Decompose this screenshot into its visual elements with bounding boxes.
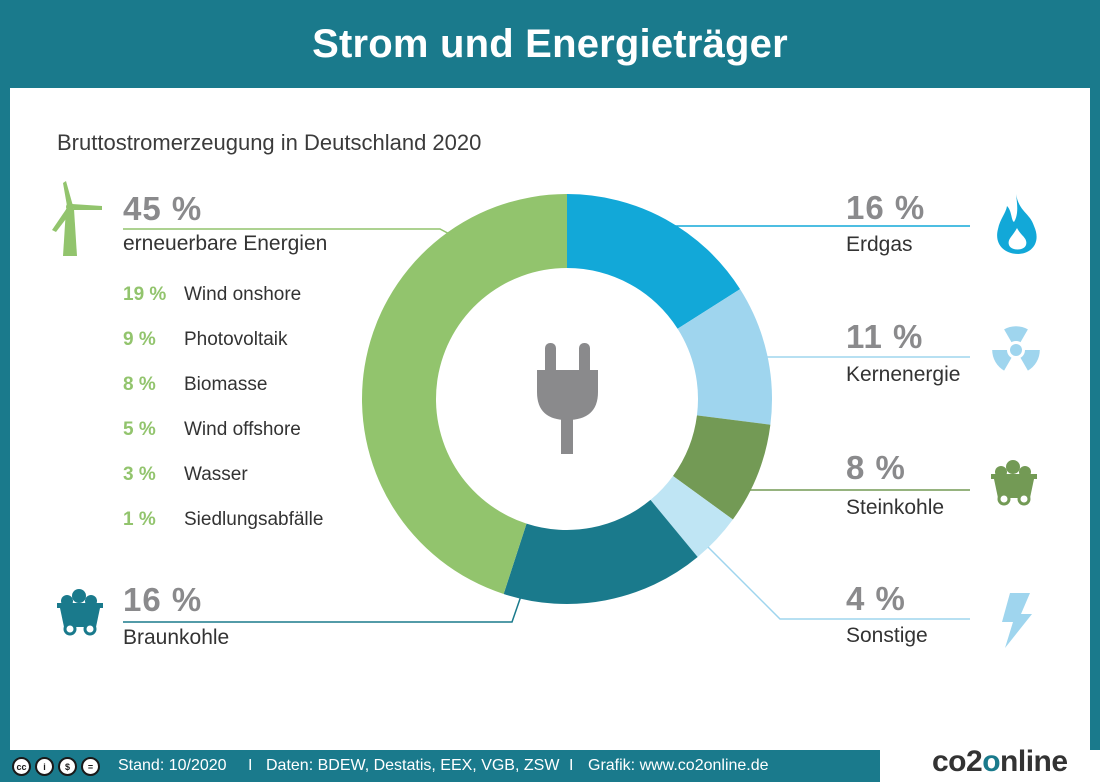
brand-prefix: co2 bbox=[932, 745, 983, 778]
braunkohle-label: Braunkohle bbox=[123, 626, 230, 649]
cc-license-icon: cc bbox=[12, 757, 31, 776]
steinkohle-pct: 8 % bbox=[846, 449, 906, 486]
donut-slice-erdgas bbox=[567, 194, 741, 329]
coal-cart-icon-steinkohle bbox=[991, 460, 1037, 506]
footer-grafik: Grafik: www.co2online.de bbox=[588, 757, 769, 774]
donut-slice-kernenergie bbox=[677, 289, 772, 425]
co2online-logo: co2online bbox=[932, 745, 1068, 779]
renewables-item-label: Wind offshore bbox=[184, 419, 301, 440]
leader-line-renewables bbox=[123, 228, 456, 238]
leader-line-sonstige bbox=[707, 546, 970, 620]
renewables-item-pct: 5 % bbox=[123, 419, 156, 440]
plug-icon bbox=[537, 343, 598, 454]
kernenergie-pct: 11 % bbox=[846, 318, 924, 355]
nc-license-icon: $ bbox=[58, 757, 77, 776]
footer-stand: Stand: 10/2020 bbox=[118, 757, 227, 774]
donut-slice-braunkohle bbox=[503, 499, 698, 604]
footer-separator: I bbox=[569, 757, 574, 774]
renewables-item-label: Photovoltaik bbox=[184, 329, 288, 350]
nd-license-icon: = bbox=[81, 757, 100, 776]
donut-slice-erneuerbare-energien bbox=[361, 194, 567, 594]
renewables-item-pct: 19 % bbox=[123, 284, 167, 305]
steinkohle-label: Steinkohle bbox=[846, 496, 945, 519]
kernenergie-label: Kernenergie bbox=[846, 363, 961, 386]
donut-slice-steinkohle bbox=[672, 415, 771, 520]
footer-bar bbox=[0, 750, 900, 782]
by-license-icon: i bbox=[35, 757, 54, 776]
brand-o: o bbox=[982, 745, 1001, 778]
leader-line-braunkohle bbox=[123, 595, 522, 623]
sonstige-pct: 4 % bbox=[846, 580, 906, 617]
wind-turbine-icon bbox=[52, 181, 102, 256]
braunkohle-pct: 16 % bbox=[123, 581, 203, 618]
renewables-pct: 45 % bbox=[123, 190, 203, 227]
radiation-icon bbox=[992, 326, 1040, 371]
page-title: Strom und Energieträger bbox=[312, 21, 788, 66]
coal-cart-icon-braunkohle bbox=[57, 589, 103, 636]
footer-brand-area bbox=[880, 750, 1100, 782]
renewables-item-label: Wind onshore bbox=[184, 284, 302, 305]
renewables-item-pct: 1 % bbox=[123, 509, 156, 530]
flame-icon bbox=[997, 194, 1037, 254]
erdgas-pct: 16 % bbox=[846, 189, 926, 226]
chart-title: Bruttostromerzeugung in Deutschland 2020 bbox=[57, 130, 482, 155]
donut-slice-sonstige bbox=[650, 475, 733, 557]
renewables-item-label: Wasser bbox=[184, 464, 248, 485]
footer-daten: Daten: BDEW, Destatis, EEX, VGB, ZSW bbox=[266, 757, 560, 774]
sonstige-label: Sonstige bbox=[846, 624, 928, 647]
lightning-icon bbox=[1002, 593, 1032, 648]
brand-suffix: nline bbox=[1000, 745, 1068, 778]
renewables-item-label: Siedlungsabfälle bbox=[184, 509, 324, 530]
renewables-item-label: Biomasse bbox=[184, 374, 268, 395]
renewables-item-pct: 9 % bbox=[123, 329, 156, 350]
renewables-item-pct: 3 % bbox=[123, 464, 156, 485]
renewables-label: erneuerbare Energien bbox=[123, 232, 328, 255]
footer: cc i $ = Stand: 10/2020 I Daten: BDEW, D… bbox=[0, 750, 1100, 782]
renewables-item-pct: 8 % bbox=[123, 374, 156, 395]
header: Strom und Energieträger bbox=[0, 0, 1100, 88]
donut-chart bbox=[361, 194, 772, 604]
erdgas-label: Erdgas bbox=[846, 233, 913, 256]
footer-separator: I bbox=[248, 757, 253, 774]
